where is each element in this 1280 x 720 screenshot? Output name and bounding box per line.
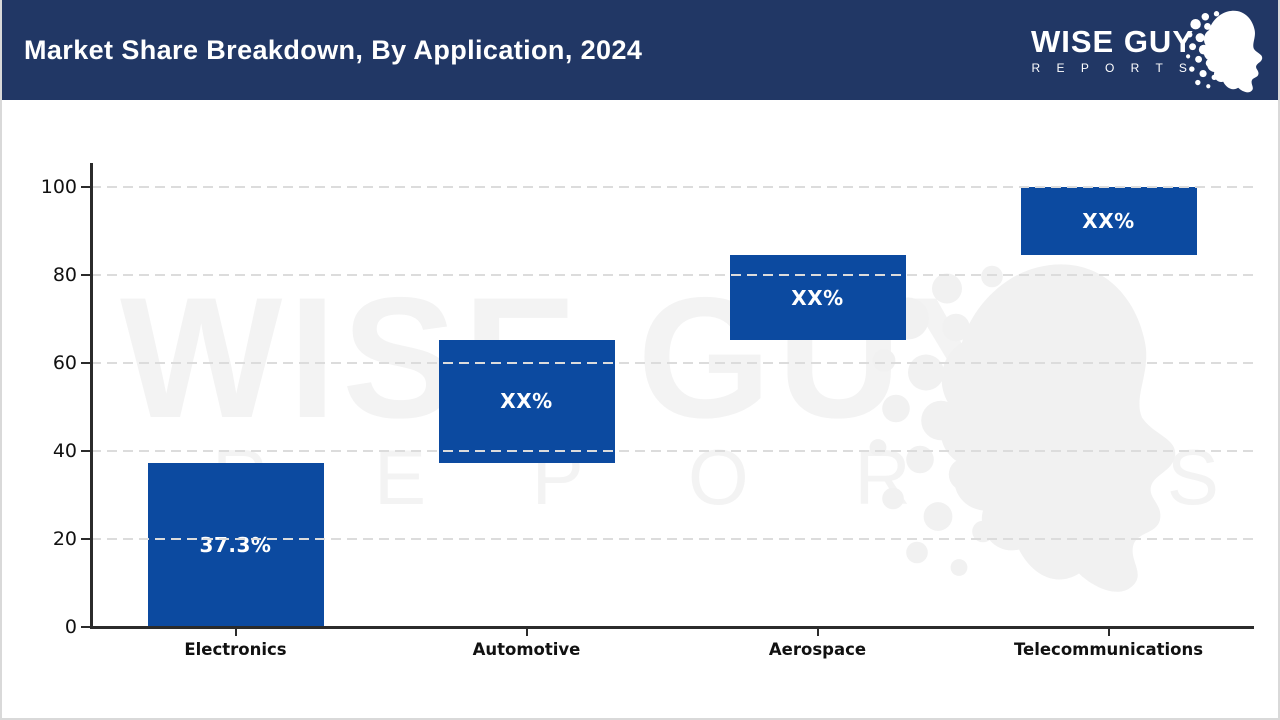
bar-value-label-automotive: XX% (500, 389, 553, 414)
gridline-40 (91, 450, 1259, 452)
wiseguy-logo: WISE GUY R E P O R T S (1031, 7, 1278, 93)
category-label-aerospace: Aerospace (768, 640, 867, 659)
bar-value-label-electronics: 37.3% (199, 532, 272, 557)
y-axis-tick-60 (81, 362, 90, 364)
page-title: Market Share Breakdown, By Application, … (24, 34, 643, 65)
y-axis-tick-0 (81, 626, 90, 628)
wiseguy-head-icon (1186, 10, 1263, 93)
logo-wordmark: WISE GUY (1030, 23, 1194, 59)
bar-automotive: XX% (438, 340, 615, 463)
bar-electronics: 37.3% (147, 462, 324, 627)
y-axis-label-80: 80 (52, 263, 77, 286)
y-axis-tick-40 (81, 450, 90, 452)
bar-value-label-telecommunications: XX% (1082, 209, 1135, 234)
bar-value-label-aerospace: XX% (791, 285, 844, 310)
gridline-80 (91, 274, 1259, 276)
x-axis-tick-telecommunications (1107, 628, 1110, 636)
y-axis-label-20: 20 (52, 527, 77, 550)
logo-reports-text: R E P O R T S (1031, 60, 1194, 75)
bar-telecommunications: XX% (1020, 187, 1197, 256)
y-axis-label-40: 40 (52, 439, 77, 462)
header-banner: Market Share Breakdown, By Application, … (2, 0, 1278, 100)
x-axis-tick-aerospace (816, 628, 819, 636)
x-axis-line (90, 626, 1254, 629)
category-label-telecommunications: Telecommunications (1013, 640, 1204, 659)
x-axis-tick-automotive (525, 628, 528, 636)
y-axis-label-60: 60 (52, 351, 77, 374)
y-axis-label-100: 100 (40, 175, 77, 198)
y-axis-tick-100 (81, 186, 90, 188)
gridline-20 (91, 538, 1259, 540)
logo-text: WISE GUY R E P O R T S (1031, 26, 1194, 75)
y-axis-tick-20 (81, 538, 90, 540)
category-label-automotive: Automotive (472, 640, 581, 659)
category-label-electronics: Electronics (184, 640, 287, 659)
y-axis-tick-80 (81, 274, 90, 276)
gridline-60 (91, 362, 1259, 364)
y-axis-label-0: 0 (64, 615, 77, 638)
gridline-100 (91, 186, 1259, 188)
y-axis-line (90, 163, 93, 629)
x-axis-tick-electronics (234, 628, 237, 636)
bar-aerospace: XX% (729, 255, 906, 341)
